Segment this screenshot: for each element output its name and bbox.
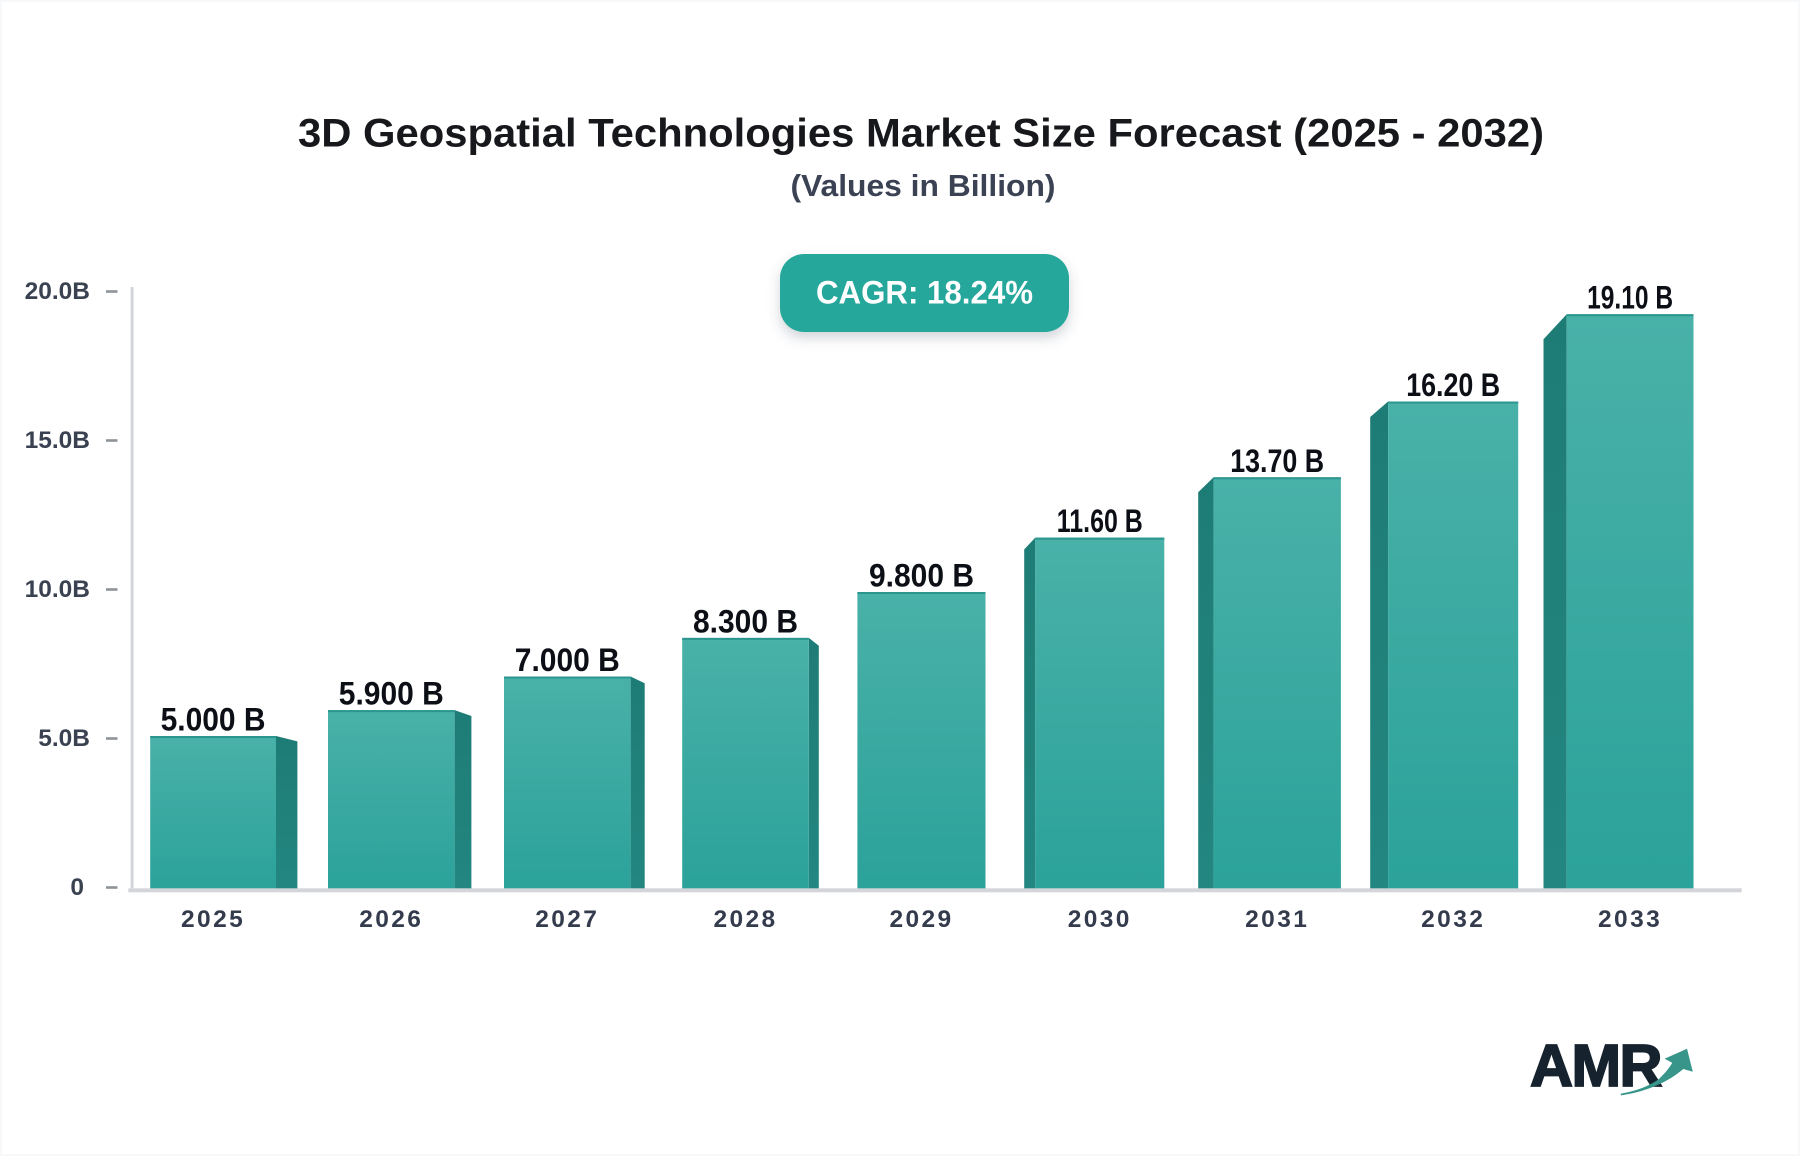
svg-text:11.60 B: 11.60 B: [1057, 503, 1143, 539]
svg-text:2025: 2025: [181, 906, 245, 933]
svg-text:19.10 B: 19.10 B: [1587, 280, 1673, 316]
svg-text:5.900 B: 5.900 B: [339, 676, 444, 712]
svg-text:AMR: AMR: [1530, 1032, 1662, 1099]
svg-text:2031: 2031: [1245, 906, 1309, 933]
svg-text:8.300 B: 8.300 B: [693, 603, 798, 639]
svg-text:2030: 2030: [1068, 906, 1132, 933]
svg-text:13.70 B: 13.70 B: [1230, 443, 1324, 479]
svg-text:(Values in Billion): (Values in Billion): [791, 168, 1056, 203]
svg-text:2027: 2027: [535, 906, 599, 933]
svg-text:16.20 B: 16.20 B: [1406, 367, 1500, 403]
svg-text:2032: 2032: [1421, 906, 1485, 933]
svg-text:3D Geospatial Technologies Mar: 3D Geospatial Technologies Market Size F…: [298, 112, 1544, 156]
svg-text:7.000 B: 7.000 B: [515, 642, 620, 678]
svg-text:20.0B: 20.0B: [25, 278, 90, 305]
svg-text:2029: 2029: [889, 906, 953, 933]
svg-text:2033: 2033: [1598, 906, 1662, 933]
svg-text:10.0B: 10.0B: [25, 576, 90, 603]
svg-text:0: 0: [70, 874, 84, 901]
svg-text:2026: 2026: [359, 906, 423, 933]
svg-text:5.0B: 5.0B: [38, 725, 90, 752]
svg-text:9.800 B: 9.800 B: [869, 558, 974, 594]
svg-text:5.000 B: 5.000 B: [161, 702, 266, 738]
svg-text:CAGR: 18.24%: CAGR: 18.24%: [816, 275, 1033, 311]
svg-text:15.0B: 15.0B: [25, 427, 90, 454]
svg-text:2028: 2028: [713, 906, 777, 933]
